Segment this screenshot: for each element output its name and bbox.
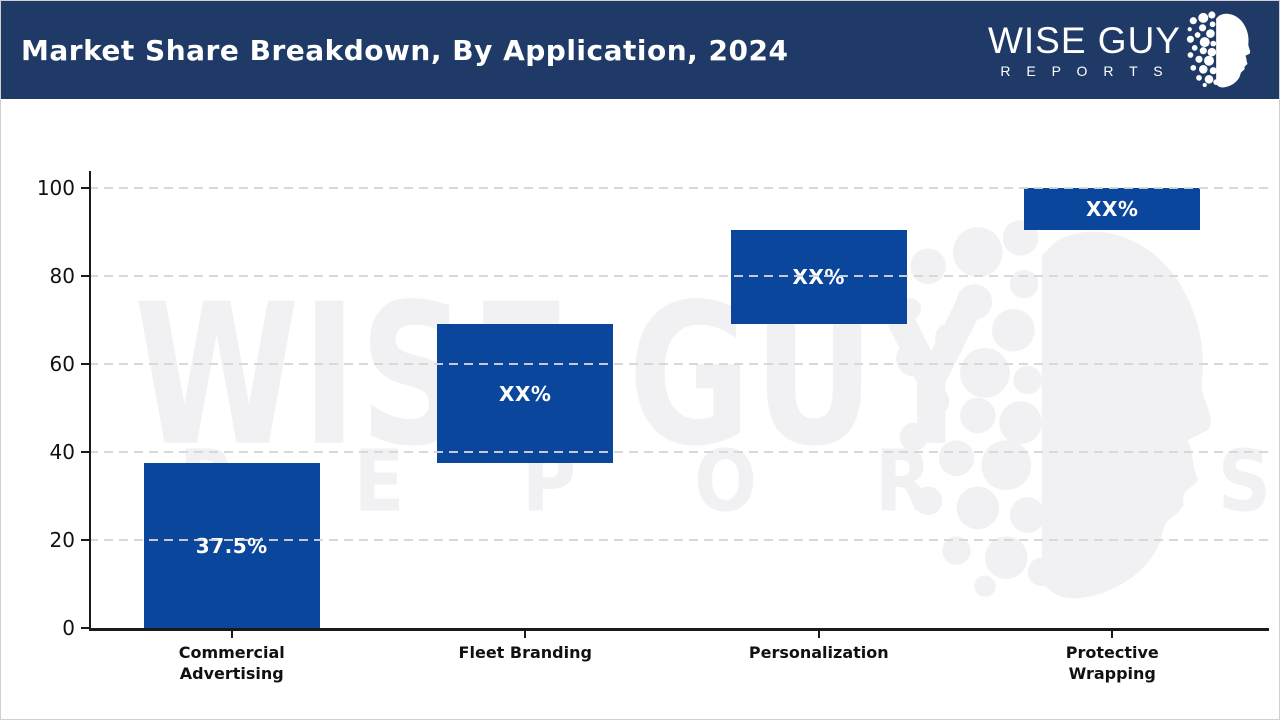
y-axis-spine xyxy=(89,171,91,630)
y-tick-0 xyxy=(81,627,89,629)
x-category-label-2: Personalization xyxy=(748,643,889,662)
bar-personalization: XX% xyxy=(730,229,907,325)
bar-protective-wrapping: XX% xyxy=(1024,188,1201,230)
watermark-head-icon xyxy=(896,220,1211,599)
gridline-80 xyxy=(89,275,1269,277)
bar-commercial-advertising: 37.5% xyxy=(143,463,320,628)
logo-text: WISE GUY R E P O R T S xyxy=(988,22,1181,78)
gridline-20 xyxy=(89,539,1269,541)
bar-value-label: XX% xyxy=(1086,196,1139,221)
y-tick-label-20: 20 xyxy=(49,528,75,552)
logo-subtitle: R E P O R T S xyxy=(1000,63,1169,79)
y-tick-label-60: 60 xyxy=(49,352,75,376)
bar-value-label: XX% xyxy=(499,381,552,406)
y-tick-20 xyxy=(81,539,89,541)
y-tick-label-80: 80 xyxy=(49,264,75,288)
x-tick-3 xyxy=(1111,630,1114,638)
gridline-40 xyxy=(89,451,1269,453)
y-tick-40 xyxy=(81,451,89,453)
bar-fleet-branding: XX% xyxy=(437,324,614,463)
y-tick-100 xyxy=(81,187,89,189)
x-tick-0 xyxy=(230,630,233,638)
bar-value-label: 37.5% xyxy=(195,533,268,558)
x-category-label-1: Fleet Branding xyxy=(458,643,592,662)
x-category-label-3: Protective Wrapping xyxy=(1065,643,1159,683)
y-tick-80 xyxy=(81,275,89,277)
x-tick-1 xyxy=(524,630,527,638)
wiseguy-logo: WISE GUY R E P O R T S xyxy=(988,10,1255,90)
y-tick-label-100: 100 xyxy=(36,176,75,200)
logo-head-icon xyxy=(1186,11,1251,88)
y-tick-label-0: 0 xyxy=(62,616,75,640)
x-axis-spine xyxy=(89,628,1269,631)
x-tick-2 xyxy=(817,630,820,638)
logo-wordmark: WISE GUY xyxy=(987,20,1181,61)
bar-value-label: XX% xyxy=(792,265,845,290)
chart-title: Market Share Breakdown, By Application, … xyxy=(21,33,789,67)
y-tick-label-40: 40 xyxy=(49,440,75,464)
gridline-60 xyxy=(89,363,1269,365)
x-category-label-0: Commercial Advertising xyxy=(178,643,285,683)
y-tick-60 xyxy=(81,363,89,365)
header-bar: Market Share Breakdown, By Application, … xyxy=(1,1,1279,99)
gridline-100 xyxy=(89,187,1269,189)
